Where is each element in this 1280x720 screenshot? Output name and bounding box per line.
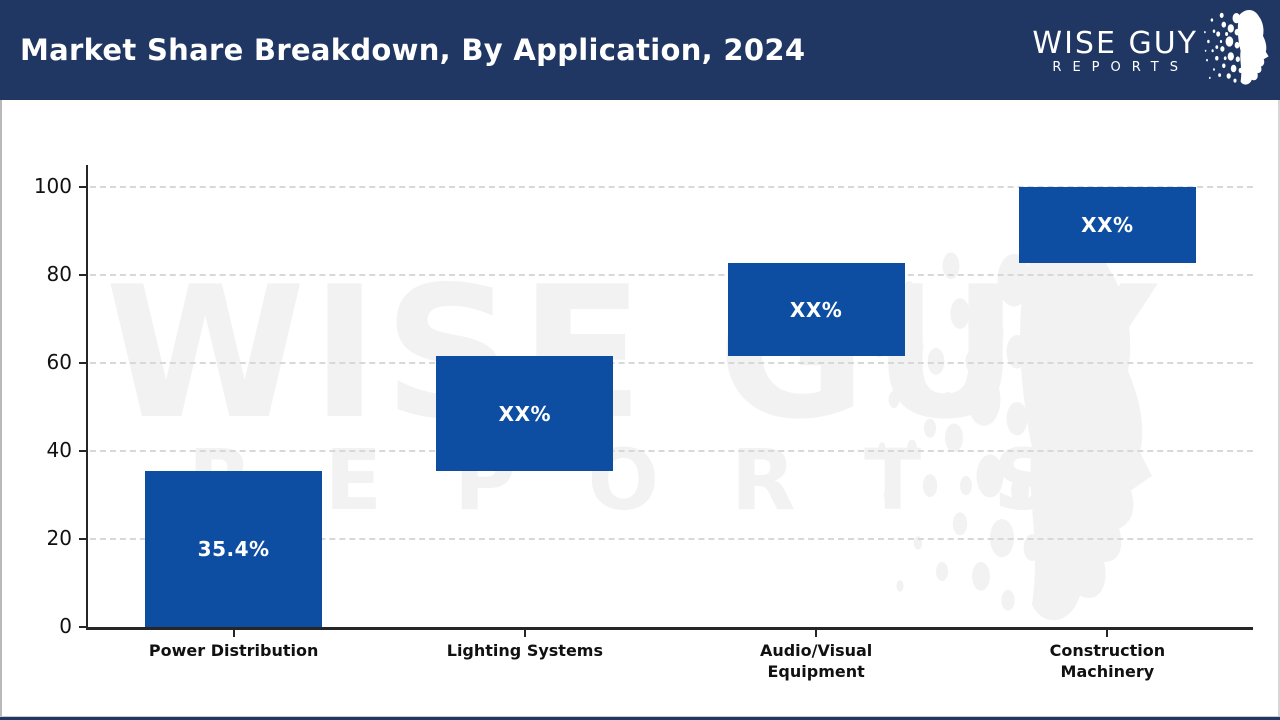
logo-wordmark: WISE GUY [1032, 25, 1198, 61]
x-tick-2 [523, 630, 526, 637]
footer-accent-bar [0, 717, 1280, 720]
x-category-label-4: Construction Machinery [1049, 641, 1166, 681]
gridline-60 [90, 362, 1253, 364]
content-left-border [0, 100, 2, 717]
gridline-100 [90, 186, 1253, 188]
logo-text: WISE GUY REPORTS [1032, 27, 1198, 74]
bar-value-label: 35.4% [197, 537, 270, 562]
y-tick-label-80: 80 [46, 262, 72, 286]
y-tick-label-20: 20 [46, 526, 72, 550]
bar-segment-1: 35.4% [145, 471, 323, 627]
logo-subtitle: REPORTS [1052, 59, 1190, 75]
y-tick-20 [79, 538, 88, 540]
bar-value-label: XX% [498, 401, 552, 426]
bar-value-label: XX% [1081, 213, 1134, 238]
y-axis [86, 165, 88, 630]
page-title: Market Share Breakdown, By Application, … [20, 33, 806, 67]
bar-value-label: XX% [789, 297, 843, 322]
y-tick-60 [79, 362, 88, 364]
y-tick-0 [79, 626, 88, 628]
y-tick-label-100: 100 [33, 174, 72, 198]
x-tick-4 [1106, 630, 1109, 637]
gridline-40 [90, 450, 1253, 452]
wise-guy-logo: WISE GUY REPORTS [1032, 6, 1270, 94]
y-tick-80 [79, 274, 88, 276]
bar-segment-4: XX% [1018, 187, 1196, 264]
y-tick-label-40: 40 [46, 438, 72, 462]
gridline-80 [90, 274, 1253, 276]
bar-segment-3: XX% [727, 263, 905, 356]
x-category-label-1: Power Distribution [148, 641, 319, 660]
x-category-label-2: Lighting Systems [446, 641, 603, 660]
x-tick-1 [232, 630, 235, 637]
gridline-20 [90, 538, 1253, 540]
header-bar: Market Share Breakdown, By Application, … [0, 0, 1280, 100]
y-tick-label-0: 0 [59, 614, 72, 638]
footer-divider [0, 716, 1280, 717]
x-category-label-3: Audio/Visual Equipment [759, 641, 873, 681]
x-axis [86, 627, 1253, 630]
x-tick-3 [815, 630, 818, 637]
bar-segment-2: XX% [436, 355, 614, 472]
content-right-border [1278, 100, 1280, 717]
y-tick-100 [79, 186, 88, 188]
dotted-head-icon [1200, 6, 1270, 94]
y-tick-40 [79, 450, 88, 452]
y-tick-label-60: 60 [46, 350, 72, 374]
watermark-head-graphic [858, 218, 1158, 652]
